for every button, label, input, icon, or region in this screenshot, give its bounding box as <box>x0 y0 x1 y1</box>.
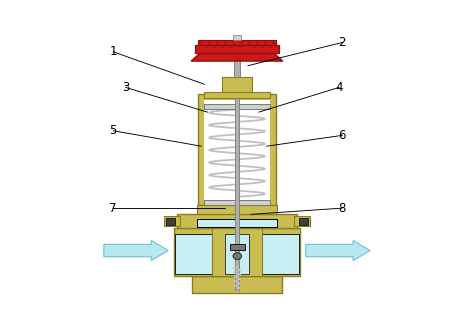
Bar <box>233 35 241 40</box>
Bar <box>229 244 245 250</box>
Polygon shape <box>104 240 168 261</box>
Bar <box>235 98 239 290</box>
Text: 4: 4 <box>336 81 343 94</box>
Bar <box>204 92 270 98</box>
Bar <box>173 228 301 276</box>
Bar <box>225 234 249 274</box>
Bar <box>177 214 297 228</box>
Text: 8: 8 <box>338 202 346 215</box>
Bar <box>204 104 270 109</box>
Bar <box>221 77 253 92</box>
Bar <box>192 276 282 293</box>
Bar <box>164 216 180 226</box>
Bar <box>198 40 276 45</box>
Text: 1: 1 <box>109 45 117 58</box>
Bar <box>198 94 276 205</box>
Bar <box>299 218 308 225</box>
Bar <box>211 228 263 276</box>
Bar <box>263 234 299 274</box>
Polygon shape <box>191 53 283 61</box>
Bar <box>197 205 277 214</box>
Bar <box>204 100 270 200</box>
Text: 5: 5 <box>109 124 117 137</box>
Bar <box>234 59 240 77</box>
Text: 2: 2 <box>338 36 346 49</box>
Bar <box>175 234 211 274</box>
Bar <box>166 218 175 225</box>
Bar <box>195 45 279 53</box>
Ellipse shape <box>233 253 242 259</box>
Text: 3: 3 <box>122 81 129 94</box>
Text: 7: 7 <box>109 202 117 215</box>
Bar <box>204 200 270 205</box>
Bar <box>197 219 277 227</box>
Text: 6: 6 <box>338 129 346 142</box>
Bar <box>294 216 310 226</box>
Polygon shape <box>306 240 370 261</box>
